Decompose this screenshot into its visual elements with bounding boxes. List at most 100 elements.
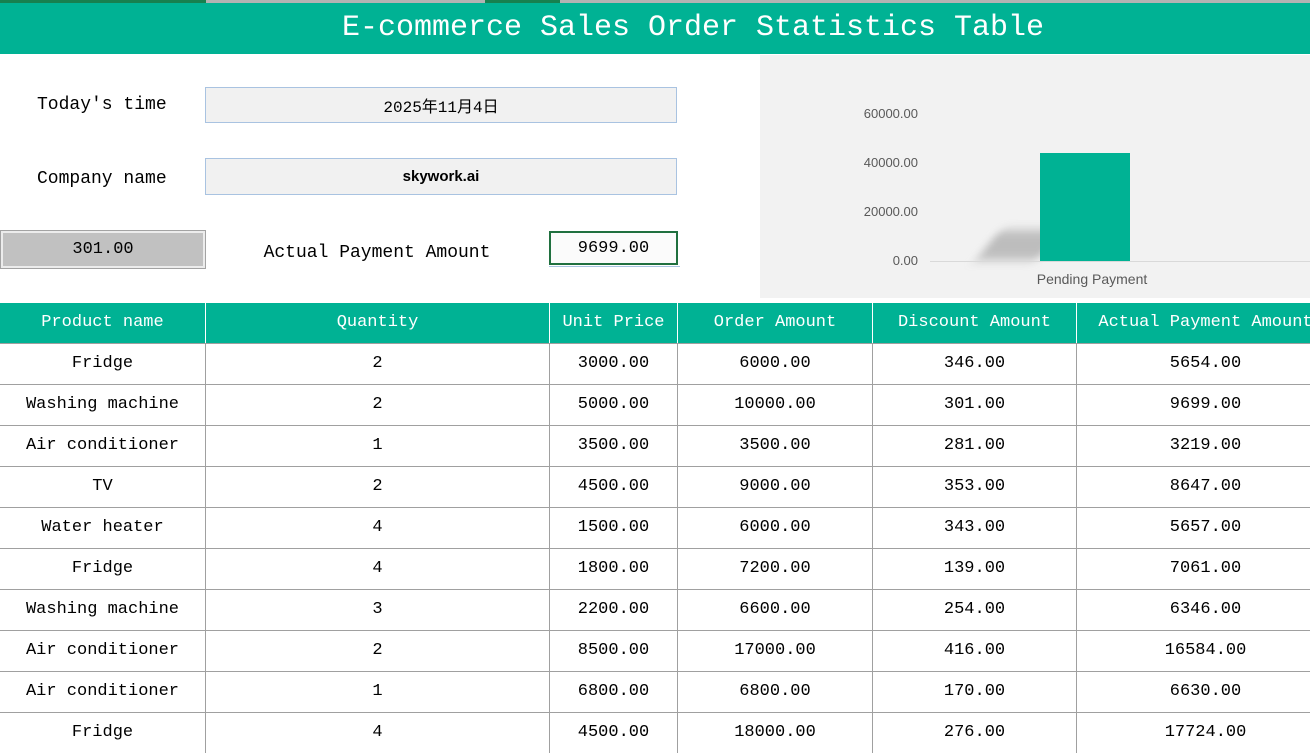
table-cell[interactable]: Fridge [71,354,134,373]
table-cell[interactable]: 5657.00 [1076,508,1310,548]
table-cell[interactable]: 2200.00 [549,590,677,630]
table-cell[interactable]: 139.00 [872,549,1076,589]
table-cell[interactable]: 3500.00 [549,426,677,466]
table-cell[interactable]: 3 [205,590,549,630]
pending-payment-chart: 60000.00 40000.00 20000.00 0.00 Pending Pay… [760,55,1310,298]
header-cell[interactable]: Order Amount [677,303,872,343]
table-cell[interactable]: 3000.00 [549,344,677,384]
top-grid-edge [560,0,1310,3]
y-tick-label: 0.00 [892,253,918,268]
table-cell[interactable]: 5000.00 [549,385,677,425]
table-cell[interactable]: 6600.00 [677,590,872,630]
table-cell[interactable]: 4500.00 [549,713,677,753]
top-grid-edge [0,0,206,3]
table-row: Fridge 4 1800.00 7200.00 139.00 7061.00 [0,548,1310,589]
table-cell[interactable]: 1 [205,672,549,712]
discount-amount-value: 301.00 [72,240,134,259]
table-cell[interactable]: 301.00 [872,385,1076,425]
table-cell[interactable]: 6800.00 [549,672,677,712]
x-axis-line [930,261,1310,262]
cell-border-fragment [549,266,680,267]
table-cell[interactable]: 416.00 [872,631,1076,671]
top-grid-edge [206,0,485,3]
table-row: Fridge 4 4500.00 18000.00 276.00 17724.00 [0,712,1310,753]
table-cell[interactable]: Washing machine [25,395,180,414]
table-cell[interactable]: Fridge [71,723,134,742]
table-cell[interactable]: 2 [205,467,549,507]
table-row: Water heater 4 1500.00 6000.00 343.00 5657.00 [0,507,1310,548]
table-cell[interactable]: 4 [205,713,549,753]
orders-table: Product name Quantity Unit Price Order Amou… [0,303,1310,753]
header-cell[interactable]: Quantity [205,303,549,343]
company-value: skywork.ai [402,168,480,185]
table-cell[interactable]: 17724.00 [1076,713,1310,753]
table-cell[interactable]: Washing machine [25,600,180,619]
table-cell[interactable]: 6630.00 [1076,672,1310,712]
y-tick-label: 40000.00 [863,155,918,170]
header-cell[interactable]: Actual Payment Amount [1076,303,1310,343]
table-row: Washing machine 2 5000.00 10000.00 301.00 969… [0,384,1310,425]
table-cell[interactable]: 2 [205,344,549,384]
table-cell[interactable]: 281.00 [872,426,1076,466]
table-cell[interactable]: TV [92,477,113,496]
table-cell[interactable]: 2 [205,385,549,425]
date-field[interactable]: 2025年11月4日 [205,87,677,123]
table-cell[interactable]: 254.00 [872,590,1076,630]
table-cell[interactable]: 17000.00 [677,631,872,671]
table-cell[interactable]: 276.00 [872,713,1076,753]
table-cell[interactable]: 3500.00 [677,426,872,466]
table-cell[interactable]: 2 [205,631,549,671]
table-row: Washing machine 3 2200.00 6600.00 254.00 6346… [0,589,1310,630]
table-cell[interactable]: Water heater [41,518,164,537]
table-cell[interactable]: 343.00 [872,508,1076,548]
table-cell[interactable]: 5654.00 [1076,344,1310,384]
actual-payment-value: 9699.00 [577,238,650,258]
y-tick-label: 20000.00 [863,204,918,219]
table-cell[interactable]: 9699.00 [1076,385,1310,425]
table-cell[interactable]: 1500.00 [549,508,677,548]
y-tick-label: 60000.00 [863,106,918,121]
table-row: Air conditioner 2 8500.00 17000.00 416.00 165… [0,630,1310,671]
table-row: Air conditioner 1 3500.00 3500.00 281.00 3219… [0,425,1310,466]
table-cell[interactable]: 3219.00 [1076,426,1310,466]
table-cell[interactable]: Fridge [71,559,134,578]
table-cell[interactable]: 353.00 [872,467,1076,507]
discount-amount-cell[interactable]: 301.00 [0,230,206,269]
table-cell[interactable]: 10000.00 [677,385,872,425]
table-cell[interactable]: 18000.00 [677,713,872,753]
table-cell[interactable]: 6000.00 [677,344,872,384]
table-cell[interactable]: Air conditioner [25,436,180,455]
table-cell[interactable]: 6346.00 [1076,590,1310,630]
table-cell[interactable]: 170.00 [872,672,1076,712]
date-label: Today's time [37,95,167,115]
table-cell[interactable]: 8647.00 [1076,467,1310,507]
header-cell[interactable]: Discount Amount [872,303,1076,343]
header-cell[interactable]: Unit Price [549,303,677,343]
table-cell[interactable]: 1800.00 [549,549,677,589]
company-label: Company name [37,169,167,189]
table-cell[interactable]: Air conditioner [25,641,180,660]
table-row: Air conditioner 1 6800.00 6800.00 170.00 6630… [0,671,1310,712]
table-cell[interactable]: 346.00 [872,344,1076,384]
table-row: TV 2 4500.00 9000.00 353.00 8647.00 [0,466,1310,507]
table-cell[interactable]: 7200.00 [677,549,872,589]
title-banner: E-commerce Sales Order Statistics Table [0,3,1310,54]
company-field[interactable]: skywork.ai [205,158,677,195]
table-cell[interactable]: 16584.00 [1076,631,1310,671]
table-cell[interactable]: 4 [205,549,549,589]
table-cell[interactable]: 9000.00 [677,467,872,507]
header-cell[interactable]: Product name [41,313,164,332]
actual-payment-cell[interactable]: 9699.00 [549,231,678,265]
table-cell[interactable]: 8500.00 [549,631,677,671]
table-header-row: Product name Quantity Unit Price Order Amou… [0,303,1310,343]
table-cell[interactable]: 4500.00 [549,467,677,507]
table-cell[interactable]: 6800.00 [677,672,872,712]
table-cell[interactable]: Air conditioner [25,682,180,701]
top-grid-edge [485,0,560,3]
table-cell[interactable]: 1 [205,426,549,466]
table-cell[interactable]: 7061.00 [1076,549,1310,589]
page-title: E-commerce Sales Order Statistics Table [341,11,1045,45]
table-body: Fridge 2 3000.00 6000.00 346.00 5654.00 Washin… [0,343,1310,753]
table-cell[interactable]: 6000.00 [677,508,872,548]
table-cell[interactable]: 4 [205,508,549,548]
